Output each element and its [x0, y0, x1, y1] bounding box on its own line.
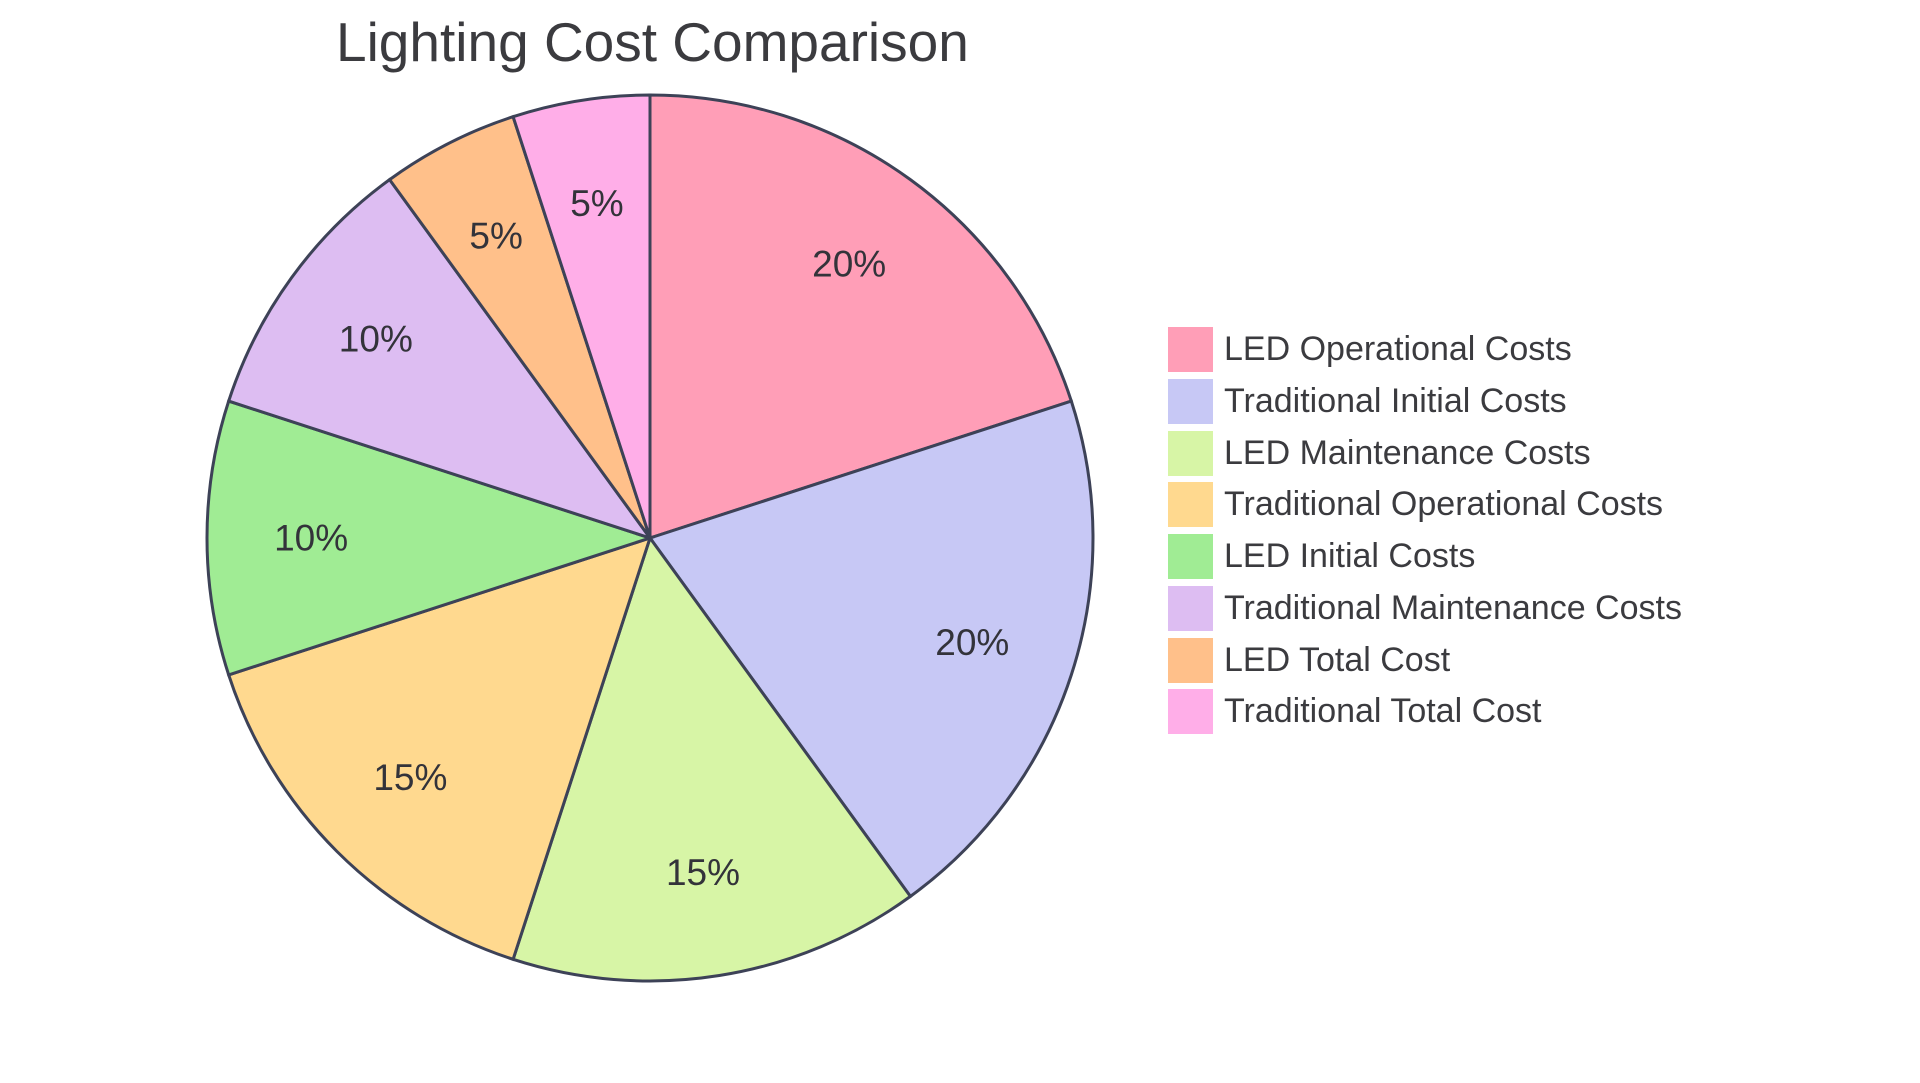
svg-text:20%: 20% [935, 622, 1009, 663]
svg-text:5%: 5% [469, 216, 522, 257]
svg-text:5%: 5% [570, 183, 623, 224]
svg-text:15%: 15% [666, 852, 740, 893]
svg-text:10%: 10% [274, 518, 348, 559]
svg-text:20%: 20% [812, 243, 886, 284]
svg-text:15%: 15% [373, 757, 447, 798]
svg-text:10%: 10% [339, 318, 413, 359]
